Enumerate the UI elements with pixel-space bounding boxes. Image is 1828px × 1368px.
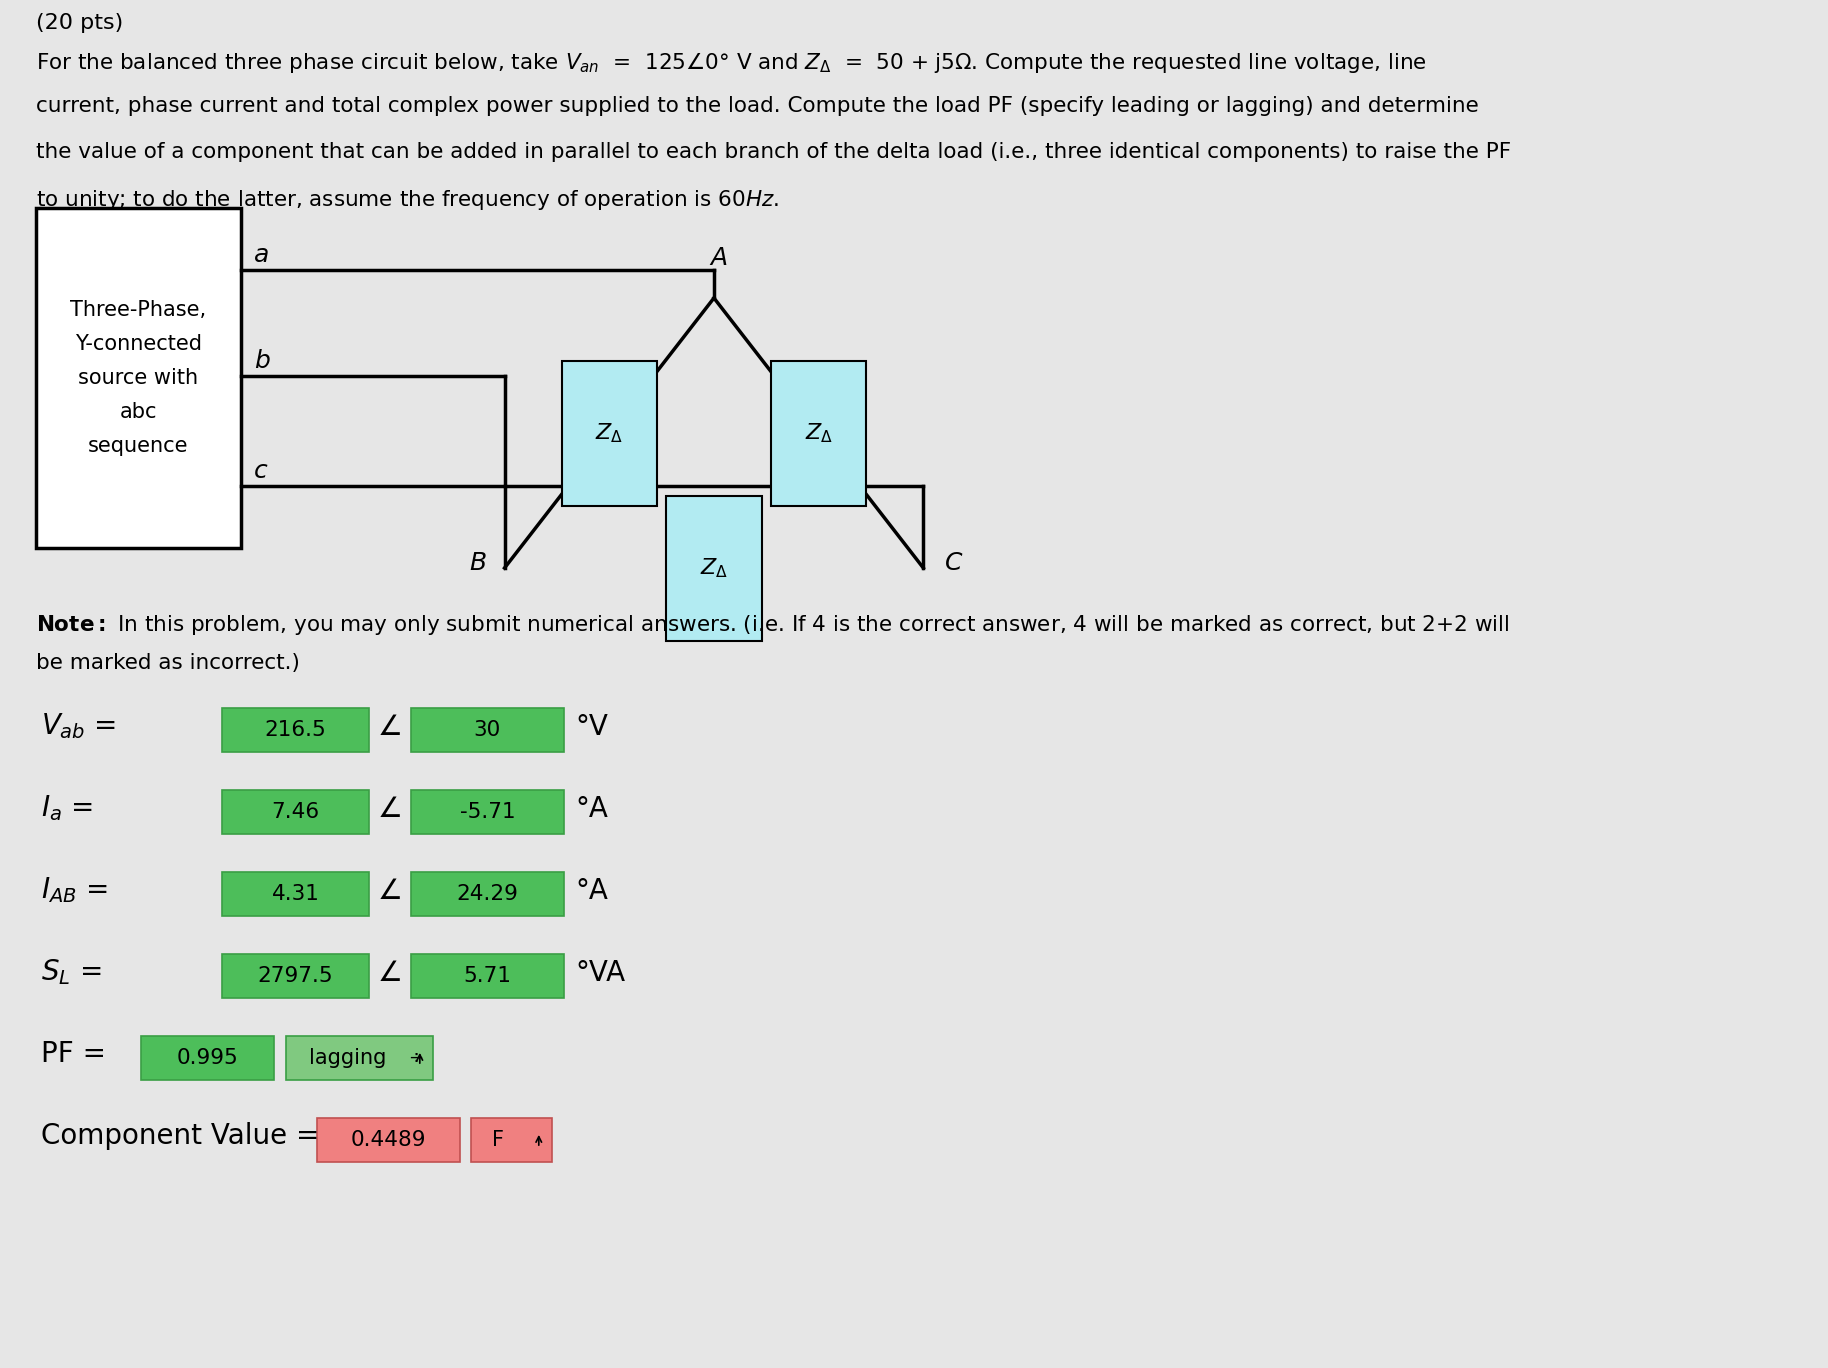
- Text: ∠: ∠: [378, 959, 402, 986]
- Text: $\bf{Note:}$ In this problem, you may only submit numerical answers. (i.e. If 4 : $\bf{Note:}$ In this problem, you may on…: [37, 613, 1510, 637]
- Text: ∠: ∠: [378, 713, 402, 741]
- Bar: [37, 208, 241, 549]
- Text: (20 pts): (20 pts): [37, 14, 124, 33]
- Text: ∠: ∠: [378, 795, 402, 824]
- Text: A: A: [709, 246, 728, 269]
- Bar: [221, 953, 369, 999]
- Bar: [285, 1036, 433, 1079]
- Text: to unity; to do the latter, assume the frequency of operation is 60$Hz$.: to unity; to do the latter, assume the f…: [37, 187, 779, 212]
- Text: 2797.5: 2797.5: [258, 966, 333, 986]
- Bar: [411, 953, 563, 999]
- Text: 0.995: 0.995: [177, 1048, 238, 1068]
- Text: °A: °A: [576, 795, 609, 824]
- Bar: [771, 361, 866, 506]
- Text: current, phase current and total complex power supplied to the load. Compute the: current, phase current and total complex…: [37, 96, 1479, 116]
- Text: 7.46: 7.46: [272, 802, 320, 822]
- Text: -5.71: -5.71: [459, 802, 515, 822]
- Text: 24.29: 24.29: [457, 884, 519, 904]
- Bar: [221, 709, 369, 752]
- Bar: [411, 709, 563, 752]
- Text: PF =: PF =: [40, 1040, 106, 1068]
- Text: For the balanced three phase circuit below, take $V_{an}$  =  125$\angle$0° V an: For the balanced three phase circuit bel…: [37, 51, 1428, 75]
- Bar: [667, 495, 762, 640]
- Bar: [472, 1118, 552, 1161]
- Text: °A: °A: [576, 877, 609, 906]
- Bar: [316, 1118, 461, 1161]
- Text: $Z_\Delta$: $Z_\Delta$: [804, 421, 834, 445]
- Text: a: a: [254, 244, 269, 267]
- Text: $I_a$ =: $I_a$ =: [40, 793, 93, 824]
- Text: 30: 30: [473, 720, 501, 740]
- Bar: [411, 871, 563, 917]
- Text: $Z_\Delta$: $Z_\Delta$: [596, 421, 623, 445]
- Text: sequence: sequence: [88, 436, 188, 456]
- Text: Component Value =: Component Value =: [40, 1122, 320, 1150]
- Text: abc: abc: [121, 402, 157, 421]
- Bar: [561, 361, 656, 506]
- Text: source with: source with: [79, 368, 199, 389]
- Text: $I_{AB}$ =: $I_{AB}$ =: [40, 876, 108, 904]
- Text: F: F: [492, 1130, 505, 1150]
- Bar: [141, 1036, 274, 1079]
- Text: B: B: [470, 551, 486, 575]
- Text: c: c: [254, 460, 269, 483]
- Text: 0.4489: 0.4489: [351, 1130, 426, 1150]
- Text: $Z_\Delta$: $Z_\Delta$: [700, 557, 728, 580]
- Text: 5.71: 5.71: [462, 966, 512, 986]
- Text: the value of a component that can be added in parallel to each branch of the del: the value of a component that can be add…: [37, 142, 1512, 161]
- Text: ÷: ÷: [408, 1049, 424, 1067]
- Text: ∠: ∠: [378, 877, 402, 906]
- Text: Y-connected: Y-connected: [75, 334, 203, 354]
- Text: Three-Phase,: Three-Phase,: [71, 300, 207, 320]
- Text: $V_{ab}$ =: $V_{ab}$ =: [40, 711, 117, 741]
- Text: 216.5: 216.5: [265, 720, 327, 740]
- Text: °VA: °VA: [576, 959, 625, 986]
- Text: be marked as incorrect.): be marked as incorrect.): [37, 653, 300, 673]
- Text: b: b: [254, 349, 271, 373]
- Text: °V: °V: [576, 713, 609, 741]
- Text: $S_L$ =: $S_L$ =: [40, 958, 101, 986]
- Bar: [221, 871, 369, 917]
- Bar: [411, 789, 563, 834]
- Text: 4.31: 4.31: [272, 884, 320, 904]
- Bar: [221, 789, 369, 834]
- Text: C: C: [945, 551, 963, 575]
- Text: lagging: lagging: [309, 1048, 386, 1068]
